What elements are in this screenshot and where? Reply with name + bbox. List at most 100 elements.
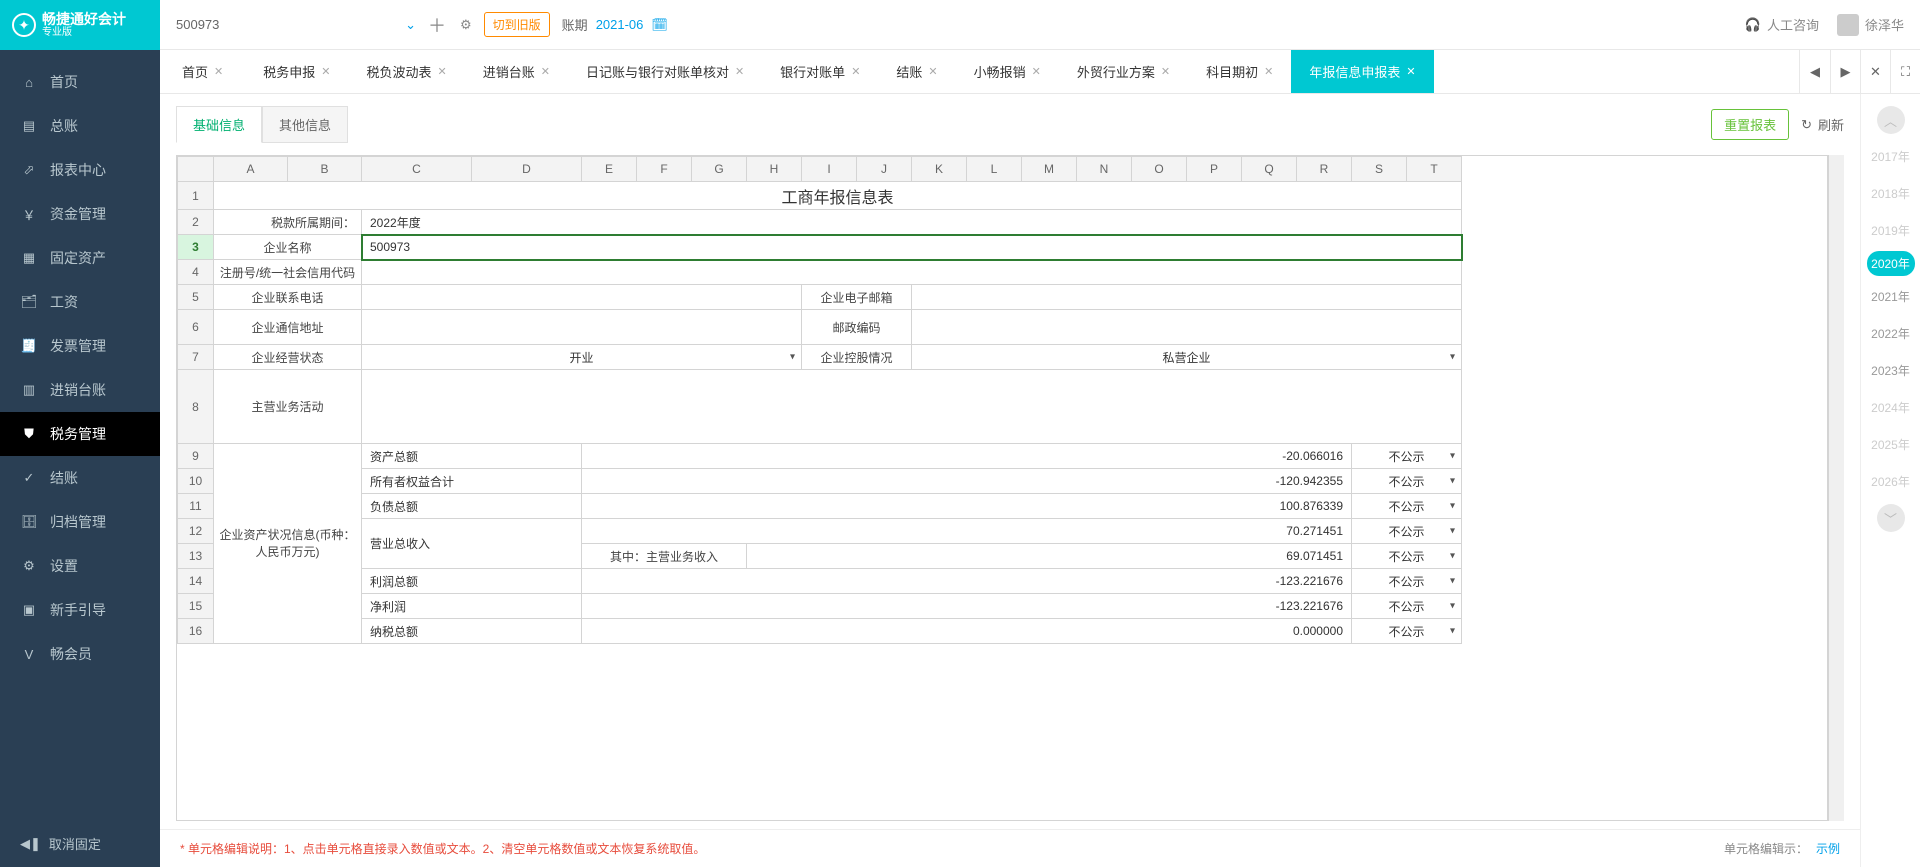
close-icon[interactable]: ✕ [437,65,446,78]
close-icon[interactable]: ✕ [1161,65,1170,78]
year-2021年[interactable]: 2021年 [1861,278,1920,315]
fin-publish[interactable]: 不公示 [1352,594,1462,619]
tab-scroll-left[interactable]: ◀ [1800,50,1830,93]
plus-icon[interactable]: ＋ [428,12,446,38]
subtab-other[interactable]: 其他信息 [262,106,348,143]
col-header[interactable]: L [967,157,1022,182]
row-header[interactable]: 1 [178,182,214,210]
period-value[interactable]: 2022年度 [362,210,1462,235]
postal-value[interactable] [912,310,1462,345]
tab-银行对账单[interactable]: 银行对账单✕ [762,50,878,93]
col-header[interactable]: R [1297,157,1352,182]
sidebar-item-gear[interactable]: ⚙设置 [0,544,160,588]
row-header[interactable]: 9 [178,444,214,469]
col-header[interactable]: Q [1242,157,1297,182]
sidebar-item-salary[interactable]: 🗂工资 [0,280,160,324]
pin-toggle[interactable]: ◀❚ 取消固定 [0,820,160,867]
switch-old-version-button[interactable]: 切到旧版 [484,12,550,37]
email-value[interactable] [912,285,1462,310]
user-menu[interactable]: 徐泽华 [1837,14,1904,36]
fin-value[interactable]: -123.221676 [582,594,1352,619]
year-down[interactable]: ﹀ [1877,504,1905,532]
col-header[interactable]: D [472,157,582,182]
credit-value[interactable] [362,260,1462,285]
support-button[interactable]: 🎧 人工咨询 [1745,15,1819,34]
col-header[interactable]: M [1022,157,1077,182]
col-header[interactable]: A [214,157,288,182]
tab-小畅报销[interactable]: 小畅报销✕ [956,50,1059,93]
year-2026年[interactable]: 2026年 [1861,463,1920,500]
fin-value[interactable]: -120.942355 [582,469,1352,494]
phone-value[interactable] [362,285,802,310]
fin-value[interactable]: 0.000000 [582,619,1352,644]
close-icon[interactable]: ✕ [214,65,223,78]
fin-publish[interactable]: 不公示 [1352,619,1462,644]
sidebar-item-vip[interactable]: V畅会员 [0,632,160,676]
row-header[interactable]: 13 [178,544,214,569]
fin-publish[interactable]: 不公示 [1352,444,1462,469]
sidebar-item-archive[interactable]: 🗄归档管理 [0,500,160,544]
tab-外贸行业方案[interactable]: 外贸行业方案✕ [1059,50,1188,93]
footer-example-link[interactable]: 示例 [1816,840,1840,857]
close-icon[interactable]: ✕ [851,65,860,78]
holding-value[interactable]: 私营企业 [912,345,1462,370]
col-header[interactable]: F [637,157,692,182]
select-all[interactable] [178,157,214,182]
year-2024年[interactable]: 2024年 [1861,389,1920,426]
close-icon[interactable]: ✕ [321,65,330,78]
close-icon[interactable]: ✕ [541,65,550,78]
row-header[interactable]: 5 [178,285,214,310]
col-header[interactable]: N [1077,157,1132,182]
col-header[interactable]: T [1407,157,1462,182]
row-header[interactable]: 16 [178,619,214,644]
status-value[interactable]: 开业 [362,345,802,370]
year-2017年[interactable]: 2017年 [1861,138,1920,175]
col-header[interactable]: B [288,157,362,182]
row-header[interactable]: 11 [178,494,214,519]
tab-税负波动表[interactable]: 税负波动表✕ [348,50,464,93]
col-header[interactable]: K [912,157,967,182]
vertical-scrollbar[interactable] [1828,155,1844,821]
col-header[interactable]: S [1352,157,1407,182]
sidebar-item-close[interactable]: ✓结账 [0,456,160,500]
col-header[interactable]: H [747,157,802,182]
tab-scroll-right[interactable]: ▶ [1830,50,1860,93]
year-up[interactable]: ︿ [1877,106,1905,134]
tab-结账[interactable]: 结账✕ [878,50,955,93]
spreadsheet[interactable]: ABCDEFGHIJKLMNOPQRST1工商年报信息表2税款所属期间：2022… [176,155,1828,821]
sidebar-item-guide[interactable]: ▣新手引导 [0,588,160,632]
tab-首页[interactable]: 首页✕ [160,50,245,93]
sidebar-item-invoice[interactable]: 🧾发票管理 [0,324,160,368]
sidebar-item-home[interactable]: ⌂首页 [0,60,160,104]
row-header[interactable]: 15 [178,594,214,619]
tab-税务申报[interactable]: 税务申报✕ [245,50,348,93]
fin-publish[interactable]: 不公示 [1352,519,1462,544]
col-header[interactable]: P [1187,157,1242,182]
fin-publish[interactable]: 不公示 [1352,469,1462,494]
close-icon[interactable]: ✕ [735,65,744,78]
col-header[interactable]: G [692,157,747,182]
subtab-basic[interactable]: 基础信息 [176,106,262,143]
addr-value[interactable] [362,310,802,345]
row-header[interactable]: 4 [178,260,214,285]
sidebar-item-money[interactable]: ￥资金管理 [0,192,160,236]
year-2018年[interactable]: 2018年 [1861,175,1920,212]
tab-日记账与银行对账单核对[interactable]: 日记账与银行对账单核对✕ [568,50,762,93]
year-2020年[interactable]: 2020年 [1867,251,1915,276]
close-icon[interactable]: ✕ [928,65,937,78]
fin-value[interactable]: 100.876339 [582,494,1352,519]
col-header[interactable]: I [802,157,857,182]
row-header[interactable]: 2 [178,210,214,235]
row-header[interactable]: 14 [178,569,214,594]
year-2025年[interactable]: 2025年 [1861,426,1920,463]
row-header[interactable]: 6 [178,310,214,345]
name-value[interactable]: 500973 [362,235,1462,260]
sidebar-item-stock[interactable]: ▥进销台账 [0,368,160,412]
year-2022年[interactable]: 2022年 [1861,315,1920,352]
row-header[interactable]: 10 [178,469,214,494]
fin-value[interactable]: 70.271451 [582,519,1352,544]
tab-close-all[interactable]: ✕ [1860,50,1890,93]
row-header[interactable]: 8 [178,370,214,444]
tab-进销台账[interactable]: 进销台账✕ [465,50,568,93]
fin-publish[interactable]: 不公示 [1352,494,1462,519]
